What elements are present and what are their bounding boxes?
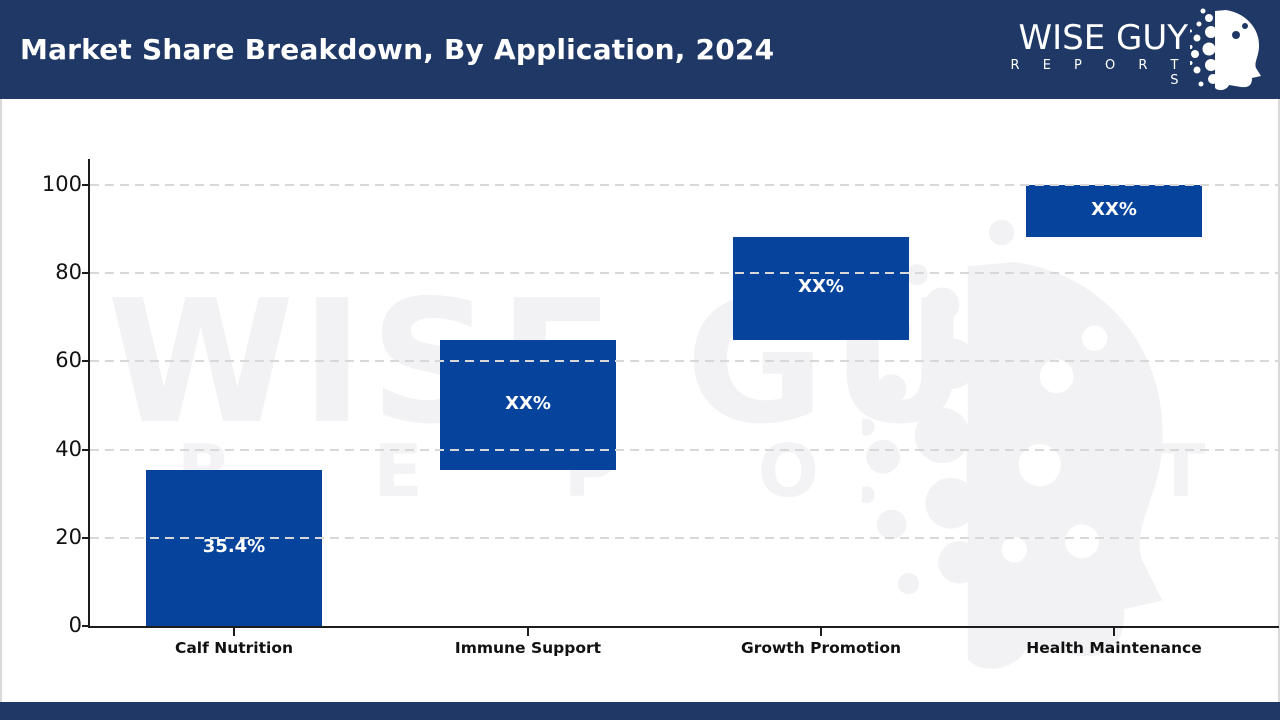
x-tick-mark — [1113, 628, 1115, 636]
y-gridline — [90, 360, 1279, 363]
y-gridline — [90, 272, 1279, 275]
waterfall-bar — [1026, 185, 1202, 237]
x-axis-spine — [88, 626, 1279, 628]
logo-text: WISE GUY R E P O R T S — [993, 20, 1188, 88]
y-tick-mark — [82, 184, 89, 186]
chart-title: Market Share Breakdown, By Application, … — [20, 33, 775, 66]
y-tick-mark — [82, 625, 89, 627]
y-tick-mark — [82, 448, 89, 451]
x-tick-mark — [820, 628, 822, 636]
y-tick-label: 60 — [55, 348, 82, 373]
y-tick-mark — [82, 536, 89, 539]
y-gridline — [90, 184, 1279, 186]
y-tick-mark — [82, 360, 89, 363]
chart-area: WISE GUY R E P O R T S — [0, 99, 1280, 702]
x-category-label: Calf Nutrition — [174, 639, 294, 657]
y-tick-label: 20 — [55, 524, 82, 549]
bar-value-label: XX% — [798, 276, 844, 298]
logo-subtitle: R E P O R T S — [1010, 58, 1188, 88]
y-axis-spine — [88, 159, 90, 628]
x-category-label: Immune Support — [454, 639, 602, 657]
y-tick-mark — [82, 272, 89, 275]
x-category-label: Growth Promotion — [740, 639, 902, 657]
waterfall-bar — [733, 236, 909, 341]
y-tick-label: 100 — [41, 172, 82, 196]
plot-region: 35.4% XX% XX% XX% 0 20 40 60 80 100 Calf Nutrition… — [2, 99, 1280, 702]
x-category-label: Health Maintenance — [1026, 639, 1202, 657]
logo-head-icon — [1190, 8, 1261, 91]
y-tick-label: 0 — [68, 613, 82, 637]
y-gridline — [90, 448, 1279, 451]
wise-guy-logo: WISE GUY R E P O R T S — [993, 6, 1268, 94]
bar-value-label: 35.4% — [202, 535, 266, 557]
waterfall-bar — [146, 469, 322, 626]
watermark-head-icon — [862, 215, 1163, 669]
y-tick-label: 80 — [55, 260, 82, 285]
x-tick-mark — [233, 628, 235, 636]
logo-wordmark: WISE GUY — [1018, 18, 1188, 58]
footer-bar — [0, 702, 1280, 720]
bar-value-label: XX% — [505, 393, 551, 415]
header-bar: Market Share Breakdown, By Application, … — [0, 0, 1280, 99]
bar-value-label: XX% — [1091, 198, 1137, 220]
y-gridline — [90, 536, 1279, 539]
y-tick-label: 40 — [55, 436, 82, 461]
x-tick-mark — [527, 628, 529, 636]
